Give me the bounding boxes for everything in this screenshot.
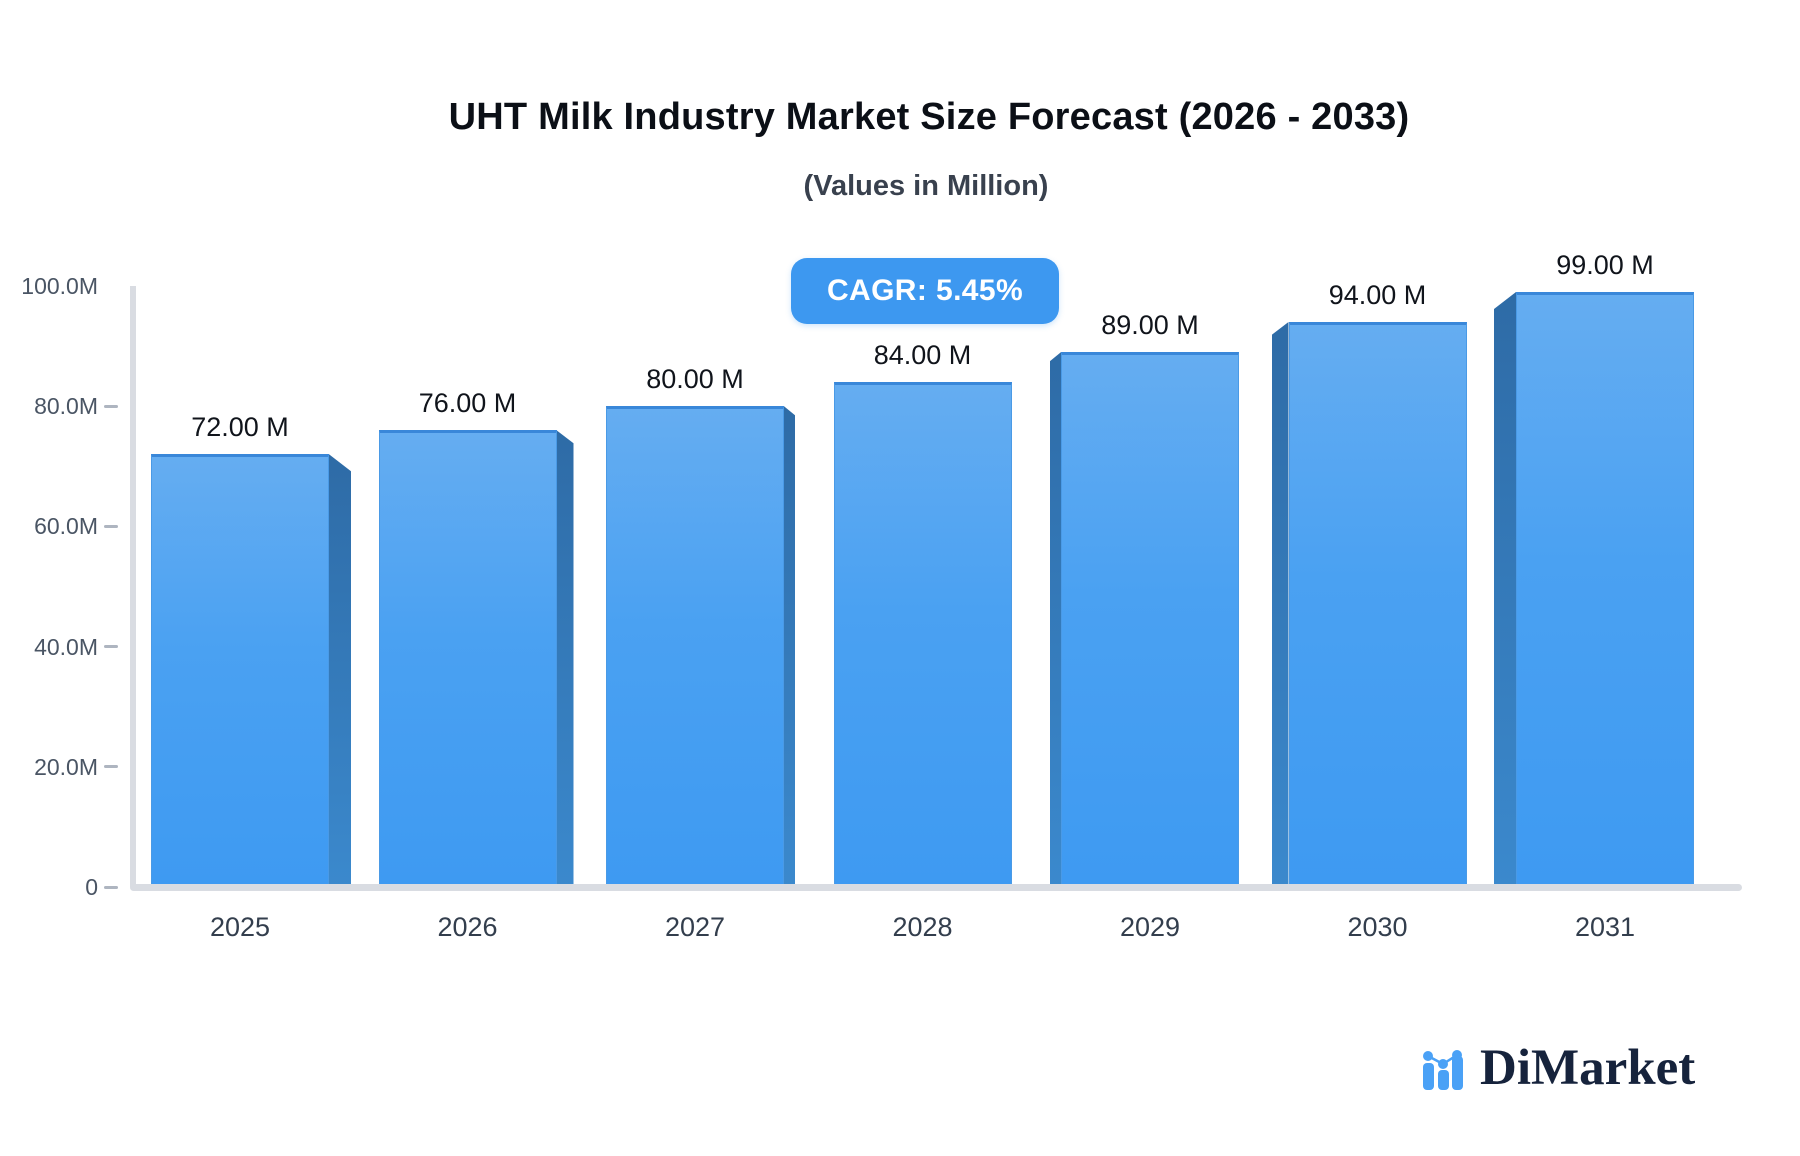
x-axis-tick-label: 2026: [437, 912, 498, 942]
chart-title: UHT Milk Industry Market Size Forecast (…: [448, 96, 1410, 138]
y-axis-tick-label: 80.0M: [34, 393, 98, 420]
bar-side-face: [1271, 322, 1289, 887]
y-axis-tick-mark: [104, 765, 118, 769]
bar-value-label: 84.00 M: [873, 340, 972, 371]
x-axis-tick-label: 2031: [1574, 912, 1636, 942]
bar: [833, 382, 1012, 887]
brand-logo-icon: [1423, 1050, 1463, 1090]
bar: [1061, 352, 1239, 887]
y-axis-tick-mark: [104, 524, 118, 528]
bar-value-label: 94.00 M: [1328, 280, 1427, 311]
brand-name: DiMarket: [1480, 1040, 1696, 1096]
x-axis-baseline: [130, 884, 1742, 891]
bar: [378, 430, 557, 887]
bar-value-label: 99.00 M: [1556, 250, 1654, 280]
bar-side-face: [329, 454, 351, 887]
bar-side-face: [556, 430, 574, 887]
bar-side-face: [784, 406, 795, 887]
bar-side-face: [1494, 292, 1516, 887]
x-axis-tick-label: 2030: [1347, 912, 1408, 942]
x-axis-tick-label: 2029: [1119, 912, 1181, 942]
y-axis-tick-label: 20.0M: [34, 753, 98, 780]
y-axis-tick-label: 60.0M: [34, 513, 98, 540]
x-axis-tick-label: 2025: [209, 912, 271, 942]
brand-logo: DiMarket: [1422, 1038, 1695, 1098]
y-axis-tick-mark: [104, 645, 118, 649]
bar: [1516, 292, 1694, 887]
y-axis-tick-label: 40.0M: [34, 633, 98, 660]
bar-value-label: 72.00 M: [191, 412, 289, 443]
bar: [1288, 322, 1467, 887]
bar: [606, 406, 784, 887]
x-axis-tick-label: 2028: [892, 912, 953, 942]
y-axis-line: [130, 286, 136, 887]
bar-value-label: 89.00 M: [1101, 310, 1199, 341]
bar-value-label: 76.00 M: [418, 388, 517, 419]
bar: [151, 454, 329, 887]
y-axis-tick-mark: [104, 885, 118, 889]
bar-side-face: [1050, 352, 1061, 887]
bar-value-label: 80.00 M: [646, 364, 744, 395]
chart-subtitle: (Values in Million): [803, 170, 1049, 202]
y-axis-tick-label: 100.0M: [21, 273, 98, 299]
cagr-badge: CAGR: 5.45%: [791, 258, 1059, 324]
x-axis-tick-label: 2027: [664, 912, 726, 942]
cagr-badge-label: CAGR: 5.45%: [826, 274, 1024, 307]
y-axis-tick-label: 0: [85, 874, 98, 900]
y-axis-tick-mark: [104, 404, 118, 408]
